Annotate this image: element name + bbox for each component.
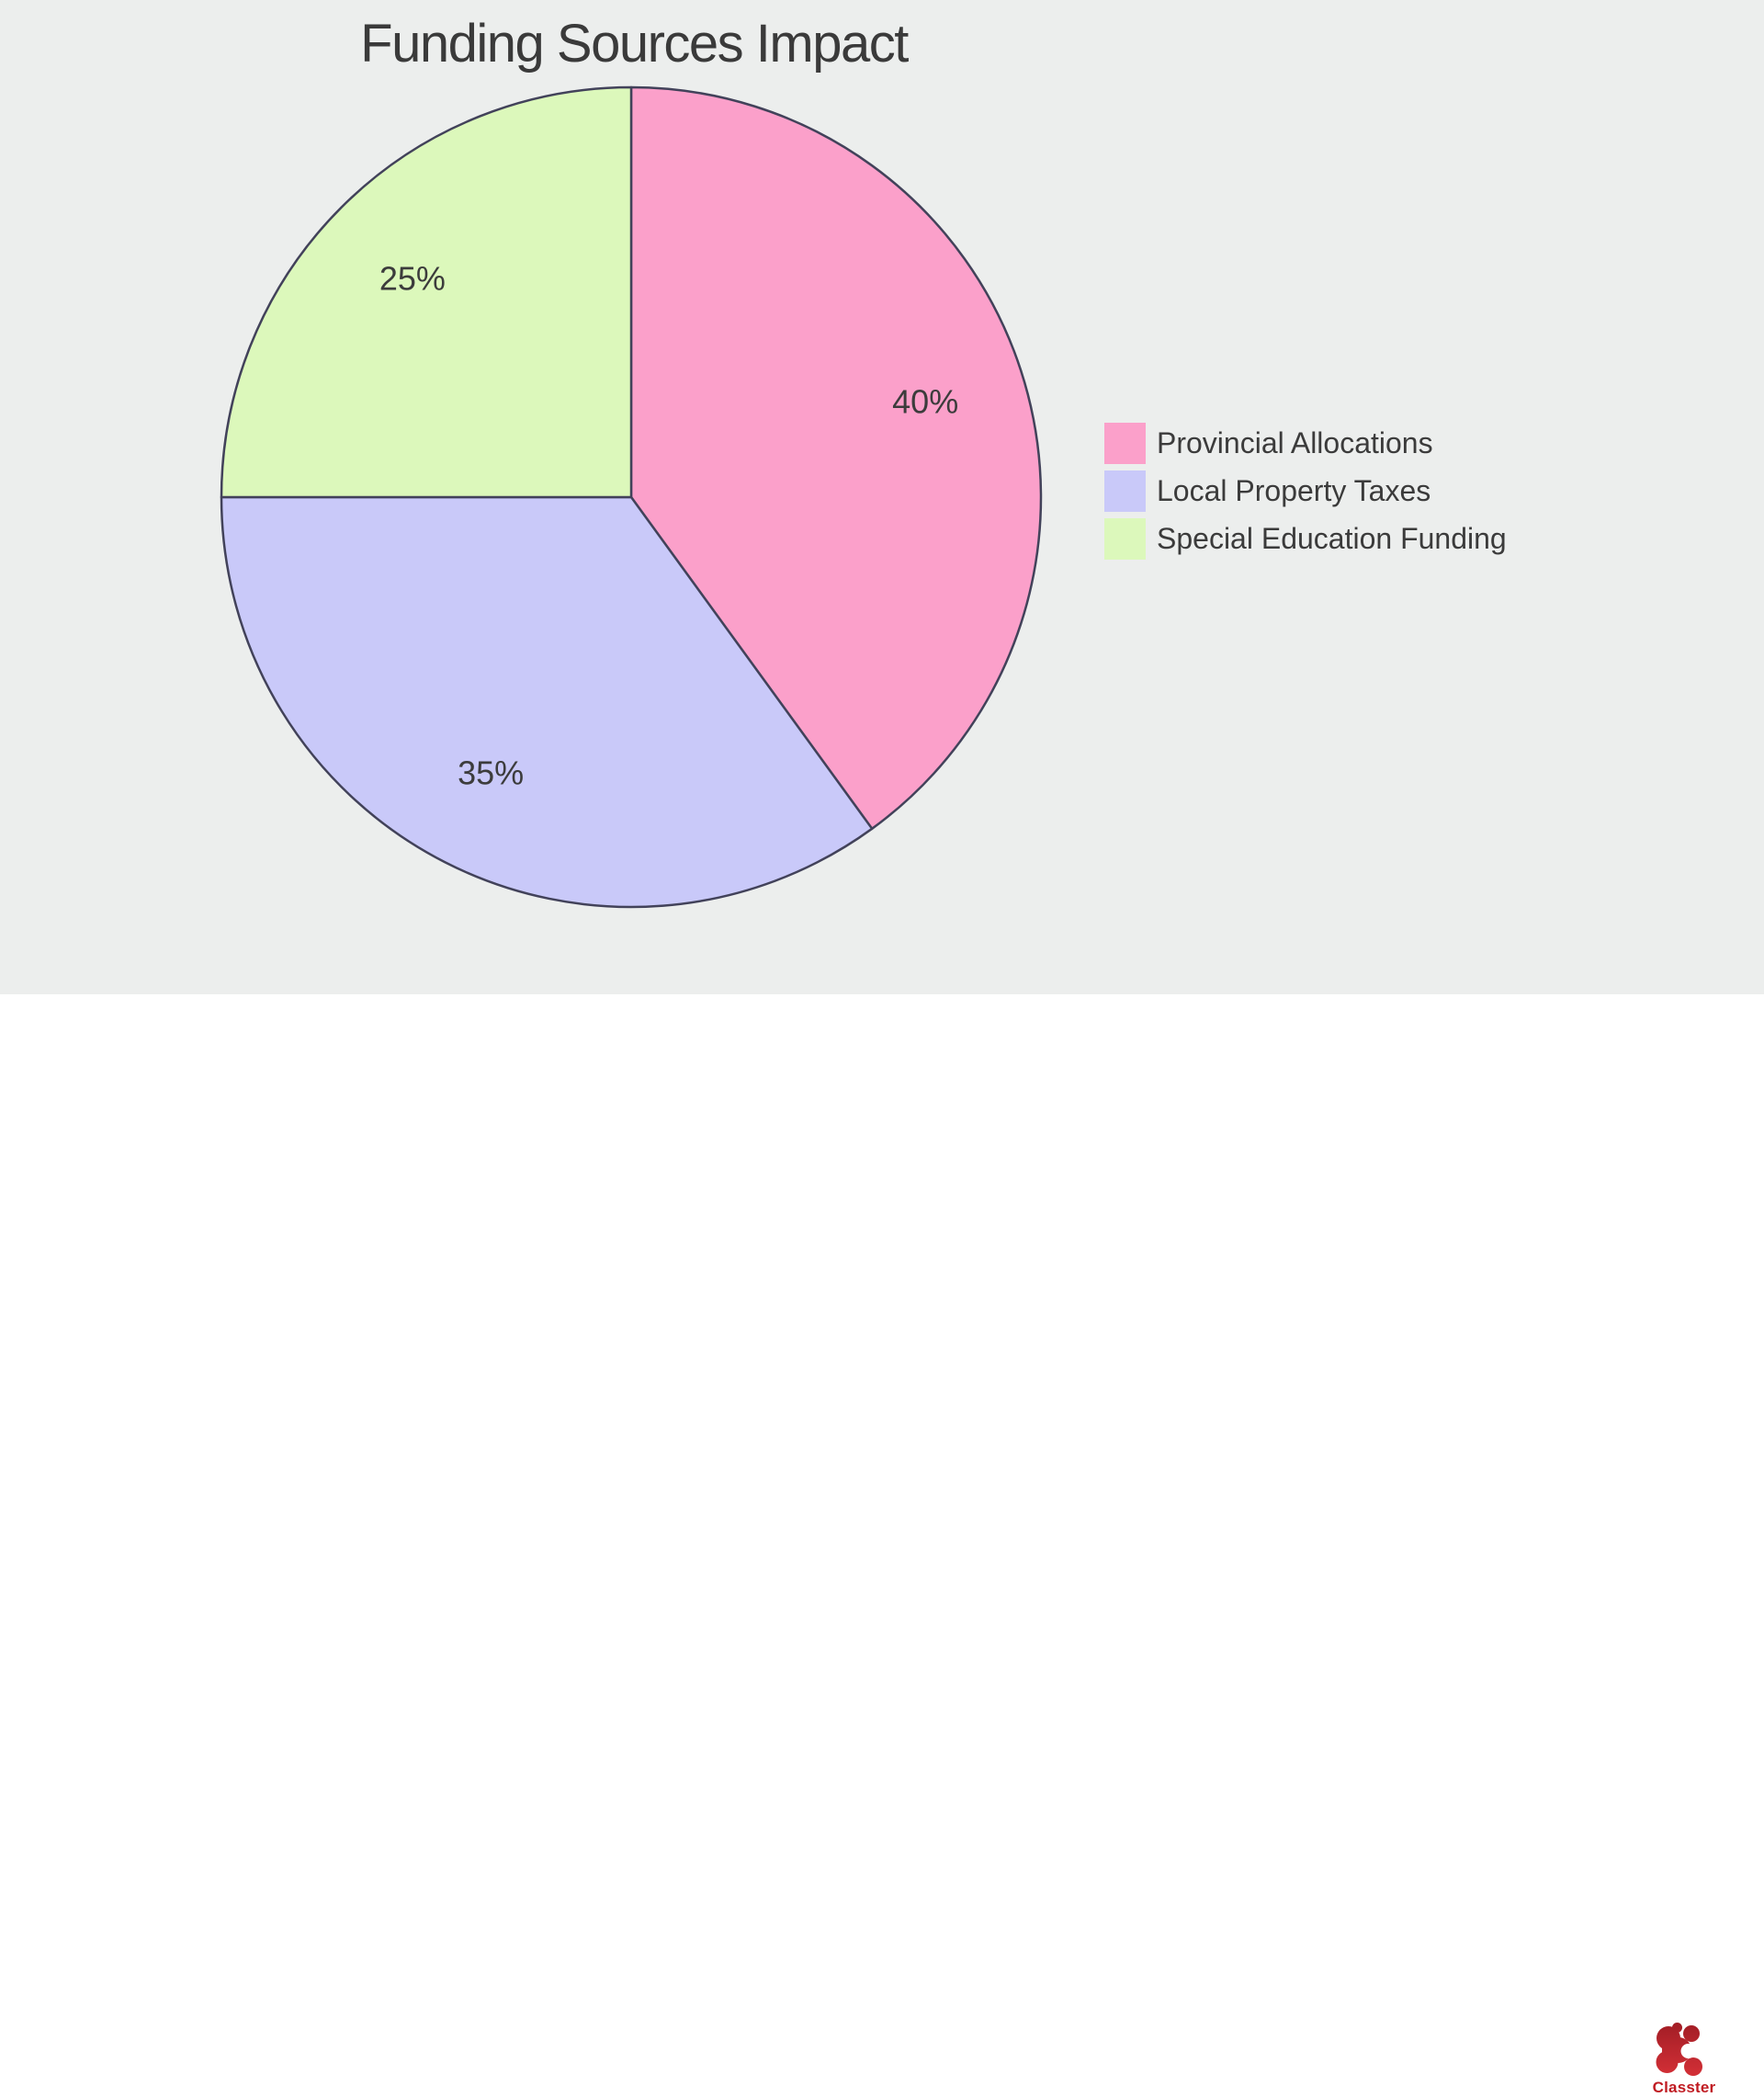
pie-slice-special-education-funding bbox=[220, 85, 633, 499]
classter-branding: Classter bbox=[1651, 2016, 1717, 2097]
logo-dot bbox=[1672, 2023, 1682, 2033]
pie-slice-value-label: 25% bbox=[379, 259, 446, 297]
pie-slice-value-label: 35% bbox=[458, 754, 524, 792]
legend-label: Special Education Funding bbox=[1157, 522, 1507, 555]
legend-swatch-local-property-taxes bbox=[1104, 470, 1146, 512]
chart-legend: Provincial Allocations Local Property Ta… bbox=[1104, 423, 1507, 566]
classter-logo-text: Classter bbox=[1652, 2079, 1716, 2096]
legend-item: Special Education Funding bbox=[1104, 518, 1507, 560]
legend-label: Provincial Allocations bbox=[1157, 426, 1433, 459]
classter-logo-icon bbox=[1656, 2019, 1713, 2076]
pie-chart: 40% 35% 25% bbox=[220, 85, 1043, 909]
footer-strip: Classter bbox=[0, 994, 1764, 2096]
legend-swatch-provincial-allocations bbox=[1104, 423, 1146, 464]
legend-label: Local Property Taxes bbox=[1157, 474, 1431, 507]
pie-slice-provincial-allocations bbox=[629, 85, 1043, 831]
legend-item: Local Property Taxes bbox=[1104, 470, 1507, 512]
chart-canvas: Funding Sources Impact 40% 35% 25% Provinc… bbox=[0, 0, 1764, 994]
chart-title: Funding Sources Impact bbox=[360, 14, 909, 74]
pie-slice-value-label: 40% bbox=[892, 382, 958, 420]
legend-swatch-special-education-funding bbox=[1104, 518, 1146, 560]
legend-item: Provincial Allocations bbox=[1104, 423, 1507, 464]
pie-slice-local-property-taxes bbox=[220, 495, 874, 909]
